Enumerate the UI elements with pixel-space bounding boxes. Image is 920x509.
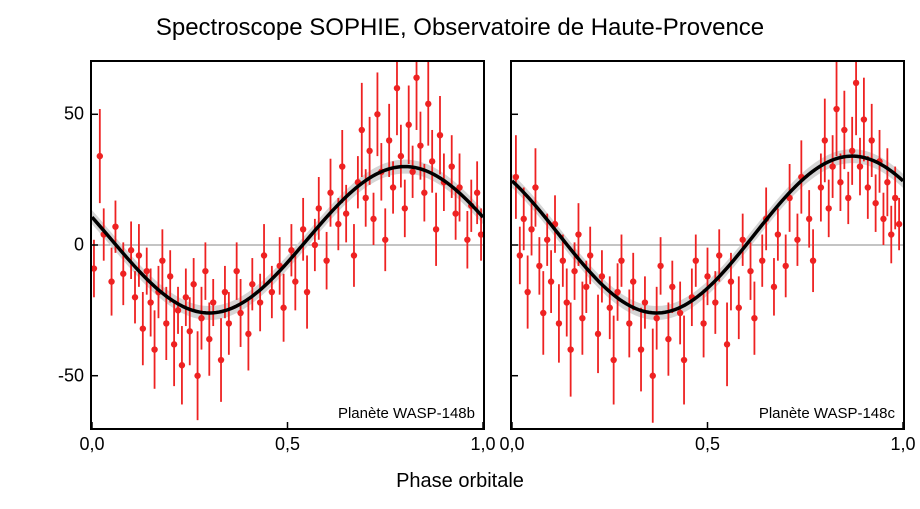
- panel-subtitle: Planète WASP-148b: [338, 405, 475, 422]
- figure-title: Spectroscope SOPHIE, Observatoire de Hau…: [0, 14, 920, 42]
- panel-subtitle: Planète WASP-148c: [759, 405, 895, 422]
- x-tick-label: 0,5: [695, 434, 720, 455]
- x-tick-label: 0,0: [499, 434, 524, 455]
- y-tick-label: 0: [74, 235, 84, 256]
- chart-panel-c: Planète WASP-148c0,00,51,0: [510, 60, 905, 430]
- x-tick-label: 0,0: [79, 434, 104, 455]
- y-tick-label: 50: [64, 104, 84, 125]
- x-axis-label: Phase orbitale: [0, 470, 920, 493]
- figure: Spectroscope SOPHIE, Observatoire de Hau…: [0, 0, 920, 509]
- x-tick-label: 1,0: [470, 434, 495, 455]
- x-tick-label: 0,5: [275, 434, 300, 455]
- chart-panel-b: Planète WASP-148b0,00,51,0-50050: [90, 60, 485, 430]
- y-tick-label: -50: [58, 365, 84, 386]
- x-tick-label: 1,0: [890, 434, 915, 455]
